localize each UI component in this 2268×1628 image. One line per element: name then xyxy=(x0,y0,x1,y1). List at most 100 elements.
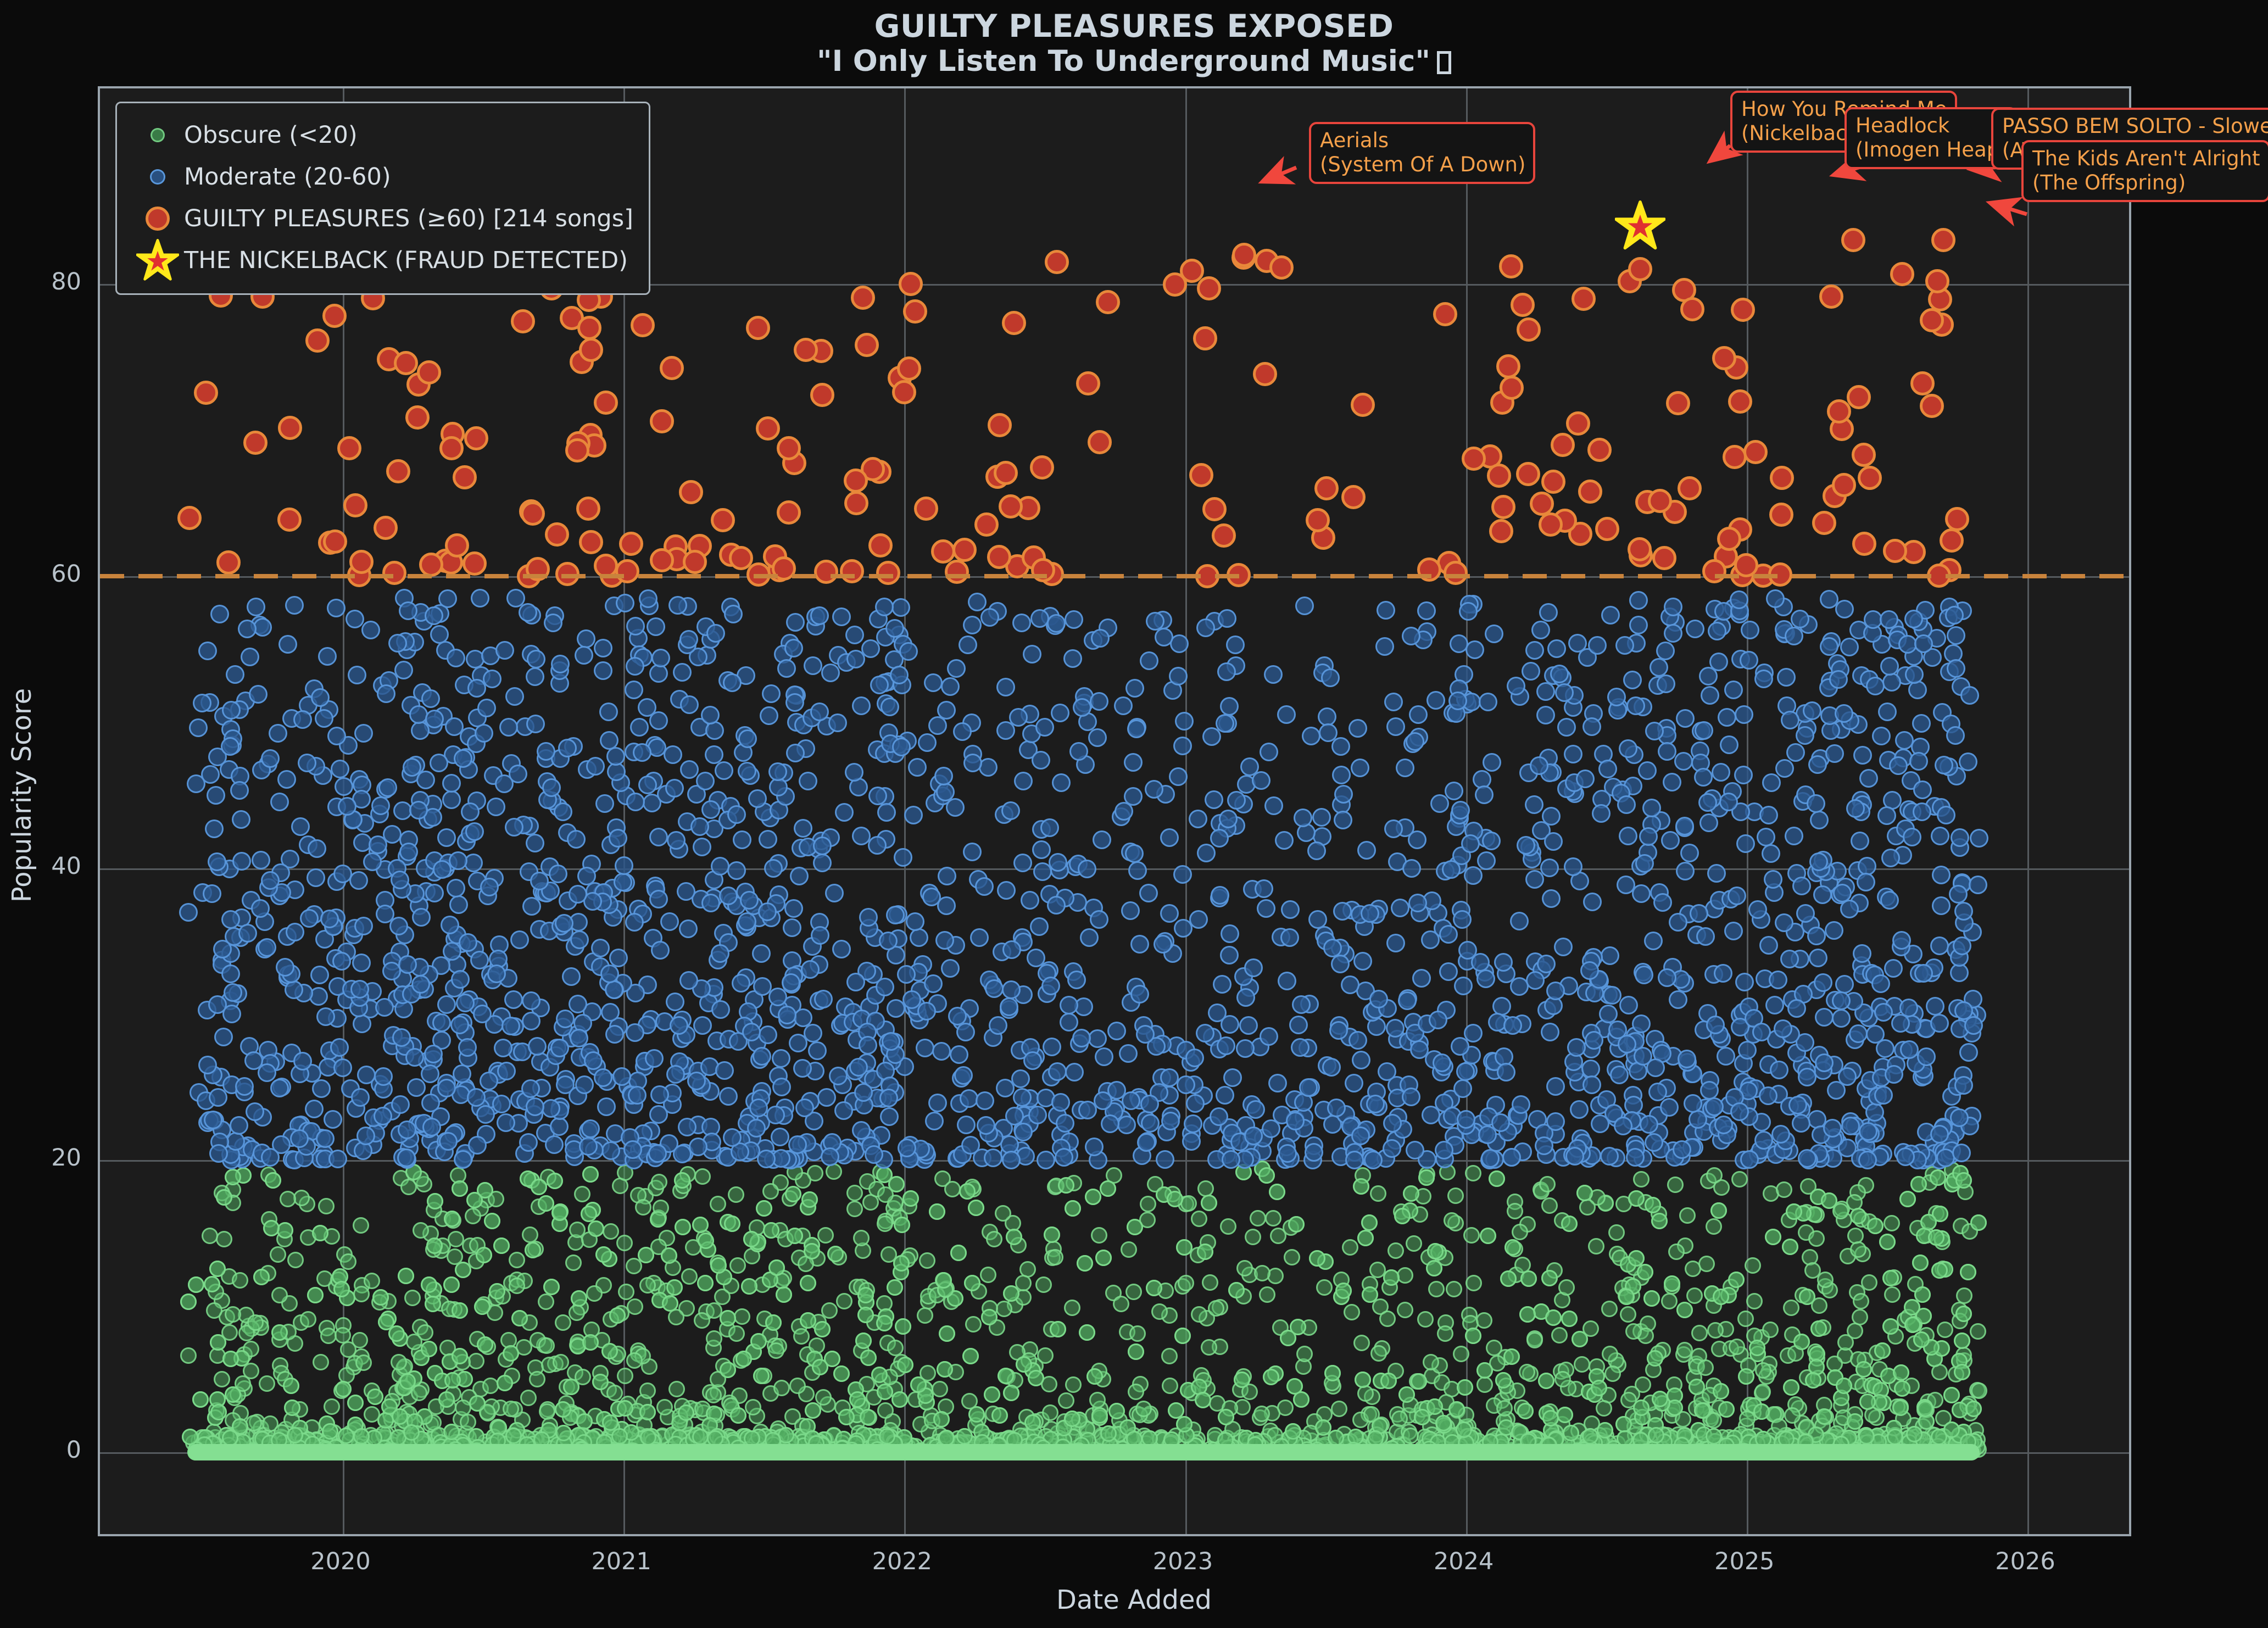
scatter-point-moderate xyxy=(472,1005,492,1024)
scatter-point-obscure xyxy=(1002,1385,1019,1402)
scatter-point-obscure xyxy=(1604,1365,1621,1382)
scatter-point-obscure xyxy=(929,1203,946,1220)
scatter-point-moderate xyxy=(1263,665,1283,684)
scatter-point-obscure xyxy=(1551,1327,1568,1344)
scatter-point-obscure xyxy=(411,1385,428,1401)
scatter-point-obscure xyxy=(271,1287,288,1304)
scatter-point-obscure xyxy=(935,1272,952,1289)
scatter-point-moderate xyxy=(828,713,847,733)
scatter-point-moderate xyxy=(477,698,497,717)
scatter-point-obscure xyxy=(232,1272,249,1289)
scatter-point-moderate xyxy=(1626,696,1645,716)
scatter-point-obscure xyxy=(582,1334,599,1351)
scatter-point-moderate xyxy=(1598,759,1618,778)
scatter-point-obscure xyxy=(1561,1311,1578,1328)
scatter-point-moderate xyxy=(748,789,767,809)
scatter-point-moderate xyxy=(330,1038,349,1057)
scatter-point-moderate xyxy=(1570,1100,1589,1119)
scatter-point-obscure xyxy=(956,1428,973,1445)
scatter-point-moderate xyxy=(1196,618,1216,638)
scatter-point-obscure xyxy=(503,1400,520,1417)
scatter-point-moderate xyxy=(615,594,634,613)
scatter-point-obscure xyxy=(1443,1212,1460,1229)
scatter-point-obscure xyxy=(1465,1274,1482,1291)
scatter-point-moderate xyxy=(425,883,444,902)
scatter-point-moderate xyxy=(793,818,812,838)
scatter-point-obscure xyxy=(307,1287,324,1304)
scatter-point-obscure xyxy=(1688,1378,1705,1395)
scatter-point-obscure xyxy=(1397,1302,1414,1319)
scatter-point-obscure xyxy=(1383,1269,1400,1286)
scatter-point-moderate xyxy=(504,990,523,1009)
scatter-point-obscure xyxy=(1090,1226,1107,1244)
scatter-point-obscure xyxy=(1086,1368,1103,1385)
scatter-point-obscure xyxy=(555,1425,572,1442)
scatter-point-obscure xyxy=(1190,1306,1207,1323)
scatter-point-obscure xyxy=(639,1403,656,1420)
scatter-point-moderate xyxy=(1661,831,1680,850)
scatter-point-moderate xyxy=(1289,1016,1308,1035)
scatter-point-obscure xyxy=(460,1413,477,1430)
scatter-point-obscure xyxy=(1713,1179,1730,1196)
scatter-point-obscure xyxy=(1263,1368,1280,1385)
scatter-point-moderate xyxy=(1609,1065,1629,1084)
scatter-point-obscure xyxy=(1353,1334,1370,1351)
scatter-point-moderate xyxy=(1540,1022,1559,1041)
scatter-point-obscure xyxy=(617,1283,634,1300)
scatter-point-obscure xyxy=(1002,1285,1019,1302)
scatter-point-moderate xyxy=(1308,910,1327,929)
scatter-point-moderate xyxy=(297,754,316,773)
scatter-point-obscure xyxy=(1867,1217,1884,1234)
scatter-point-obscure xyxy=(1718,1401,1735,1418)
scatter-point-moderate xyxy=(1680,844,1699,863)
scatter-point-moderate xyxy=(595,794,615,813)
scatter-point-obscure xyxy=(1089,1391,1106,1408)
scatter-point-obscure xyxy=(855,1332,872,1350)
scatter-point-moderate xyxy=(519,1133,538,1152)
scatter-point-moderate xyxy=(1585,1031,1604,1050)
scatter-point-moderate xyxy=(1759,936,1778,955)
scatter-point-obscure xyxy=(1162,1378,1179,1395)
scatter-point-moderate xyxy=(1483,752,1502,772)
scatter-point-moderate xyxy=(1121,901,1140,921)
scatter-point-moderate xyxy=(1085,1138,1104,1157)
scatter-point-obscure xyxy=(674,1172,691,1189)
scatter-point-obscure xyxy=(962,1348,979,1365)
scatter-point-moderate xyxy=(1013,772,1033,791)
scatter-point-moderate xyxy=(1859,768,1878,788)
scatter-point-moderate xyxy=(1777,668,1796,687)
scatter-point-moderate xyxy=(544,1135,564,1155)
gridline-vertical xyxy=(623,88,626,1534)
scatter-point-obscure xyxy=(1728,1272,1745,1289)
scatter-point-obscure xyxy=(1465,1328,1482,1345)
scatter-point-moderate xyxy=(1835,975,1854,994)
scatter-point-obscure xyxy=(488,1283,505,1300)
scatter-point-obscure xyxy=(443,1276,460,1293)
scatter-point-obscure xyxy=(1037,1347,1054,1364)
scatter-point-moderate xyxy=(1714,964,1733,983)
scatter-point-obscure xyxy=(827,1245,844,1262)
scatter-point-obscure xyxy=(650,1173,667,1190)
scatter-point-obscure xyxy=(1445,1280,1462,1297)
scatter-point-obscure xyxy=(1077,1255,1094,1272)
scatter-point-moderate xyxy=(450,1016,469,1035)
scatter-point-moderate xyxy=(1183,1114,1202,1133)
scatter-point-moderate xyxy=(1295,596,1314,616)
scatter-point-obscure xyxy=(1693,1402,1710,1419)
scatter-point-obscure xyxy=(804,1402,821,1419)
scatter-point-obscure xyxy=(1397,1267,1414,1284)
scatter-point-moderate xyxy=(885,906,905,925)
scatter-point-obscure xyxy=(546,1172,563,1189)
scatter-point-moderate xyxy=(499,718,518,737)
scatter-point-obscure xyxy=(811,1358,828,1375)
scatter-point-obscure xyxy=(1928,1229,1945,1246)
scatter-point-obscure xyxy=(1912,1255,1929,1272)
scatter-point-obscure xyxy=(733,1308,750,1325)
scatter-point-obscure xyxy=(497,1374,514,1391)
scatter-point-moderate xyxy=(996,677,1016,696)
scatter-point-moderate xyxy=(424,606,443,625)
scatter-point-moderate xyxy=(665,779,684,798)
gridline-horizontal xyxy=(100,1160,2129,1162)
scatter-point-moderate xyxy=(399,842,419,861)
scatter-point-moderate xyxy=(245,1102,264,1121)
